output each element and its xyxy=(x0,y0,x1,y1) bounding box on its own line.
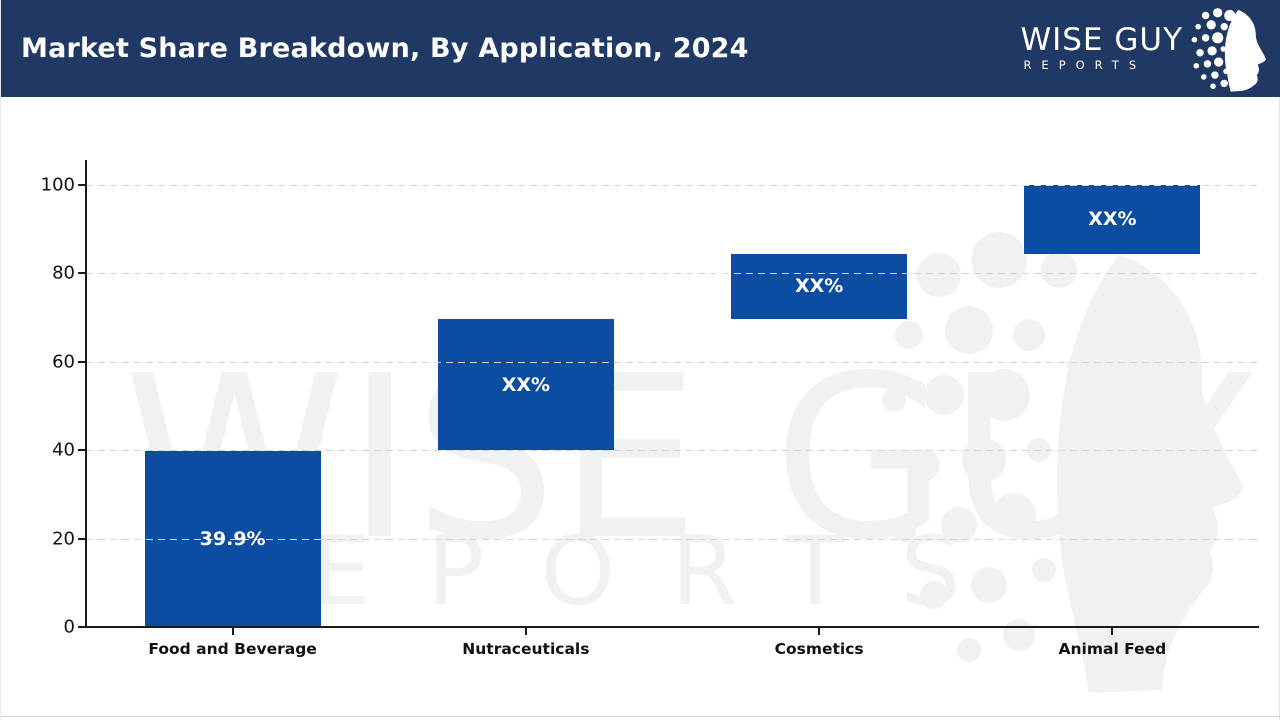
logo-wordmark-line2: REPORTS xyxy=(1023,58,1147,73)
gridline-100 xyxy=(86,185,1259,186)
logo-face-icon xyxy=(1191,7,1267,92)
x-axis-line xyxy=(86,626,1259,628)
bar-animal-feed xyxy=(1024,185,1201,254)
logo-wordmark-line1: WISE GUY xyxy=(1020,22,1183,59)
watermark-face-icon xyxy=(882,232,1244,693)
gridline-60 xyxy=(86,361,1259,363)
page-title: Market Share Breakdown, By Application, … xyxy=(21,33,749,64)
y-tick-20 xyxy=(78,537,86,540)
gridline-20 xyxy=(86,538,1259,540)
gridline-40 xyxy=(86,450,1259,452)
y-axis-line xyxy=(85,160,87,628)
x-axis-label-food-and-beverage: Food and Beverage xyxy=(148,640,317,658)
x-axis-label-animal-feed: Animal Feed xyxy=(1058,640,1167,658)
x-axis-label-nutraceuticals: Nutraceuticals xyxy=(462,640,590,658)
y-tick-label-60: 60 xyxy=(52,351,75,373)
gridline-80 xyxy=(86,273,1259,275)
chart-area: WISE GUY REPORTS 39.9% XX% XX% XX% 0 20 40 60 80… xyxy=(1,97,1280,716)
x-axis-label-cosmetics: Cosmetics xyxy=(774,640,864,658)
bar-cosmetics xyxy=(731,253,908,320)
x-tick-nutraceuticals xyxy=(524,628,527,635)
y-tick-80 xyxy=(78,272,86,275)
y-tick-label-0: 0 xyxy=(63,616,75,638)
bottom-border xyxy=(1,716,1280,717)
x-tick-food-and-beverage xyxy=(231,628,234,635)
x-tick-cosmetics xyxy=(818,628,821,635)
y-tick-40 xyxy=(78,449,86,452)
y-tick-label-40: 40 xyxy=(52,439,75,461)
y-tick-label-100: 100 xyxy=(40,174,75,196)
x-tick-animal-feed xyxy=(1111,628,1114,635)
bar-nutraceuticals xyxy=(437,319,614,451)
wiseguy-logo: WISE GUY REPORTS xyxy=(1020,6,1267,92)
y-tick-100 xyxy=(78,184,86,186)
y-tick-label-80: 80 xyxy=(52,262,75,284)
logo-wordmark: WISE GUY REPORTS xyxy=(1020,25,1183,72)
bar-value-label-animal-feed: XX% xyxy=(1088,208,1137,231)
y-tick-60 xyxy=(78,360,86,363)
y-tick-label-20: 20 xyxy=(52,528,75,550)
bar-value-label-cosmetics: XX% xyxy=(794,275,844,298)
bar-value-label-food-and-beverage: 39.9% xyxy=(199,527,266,550)
y-tick-0 xyxy=(78,626,86,628)
header-bar: Market Share Breakdown, By Application, … xyxy=(1,0,1280,97)
bar-value-label-nutraceuticals: XX% xyxy=(501,373,551,396)
